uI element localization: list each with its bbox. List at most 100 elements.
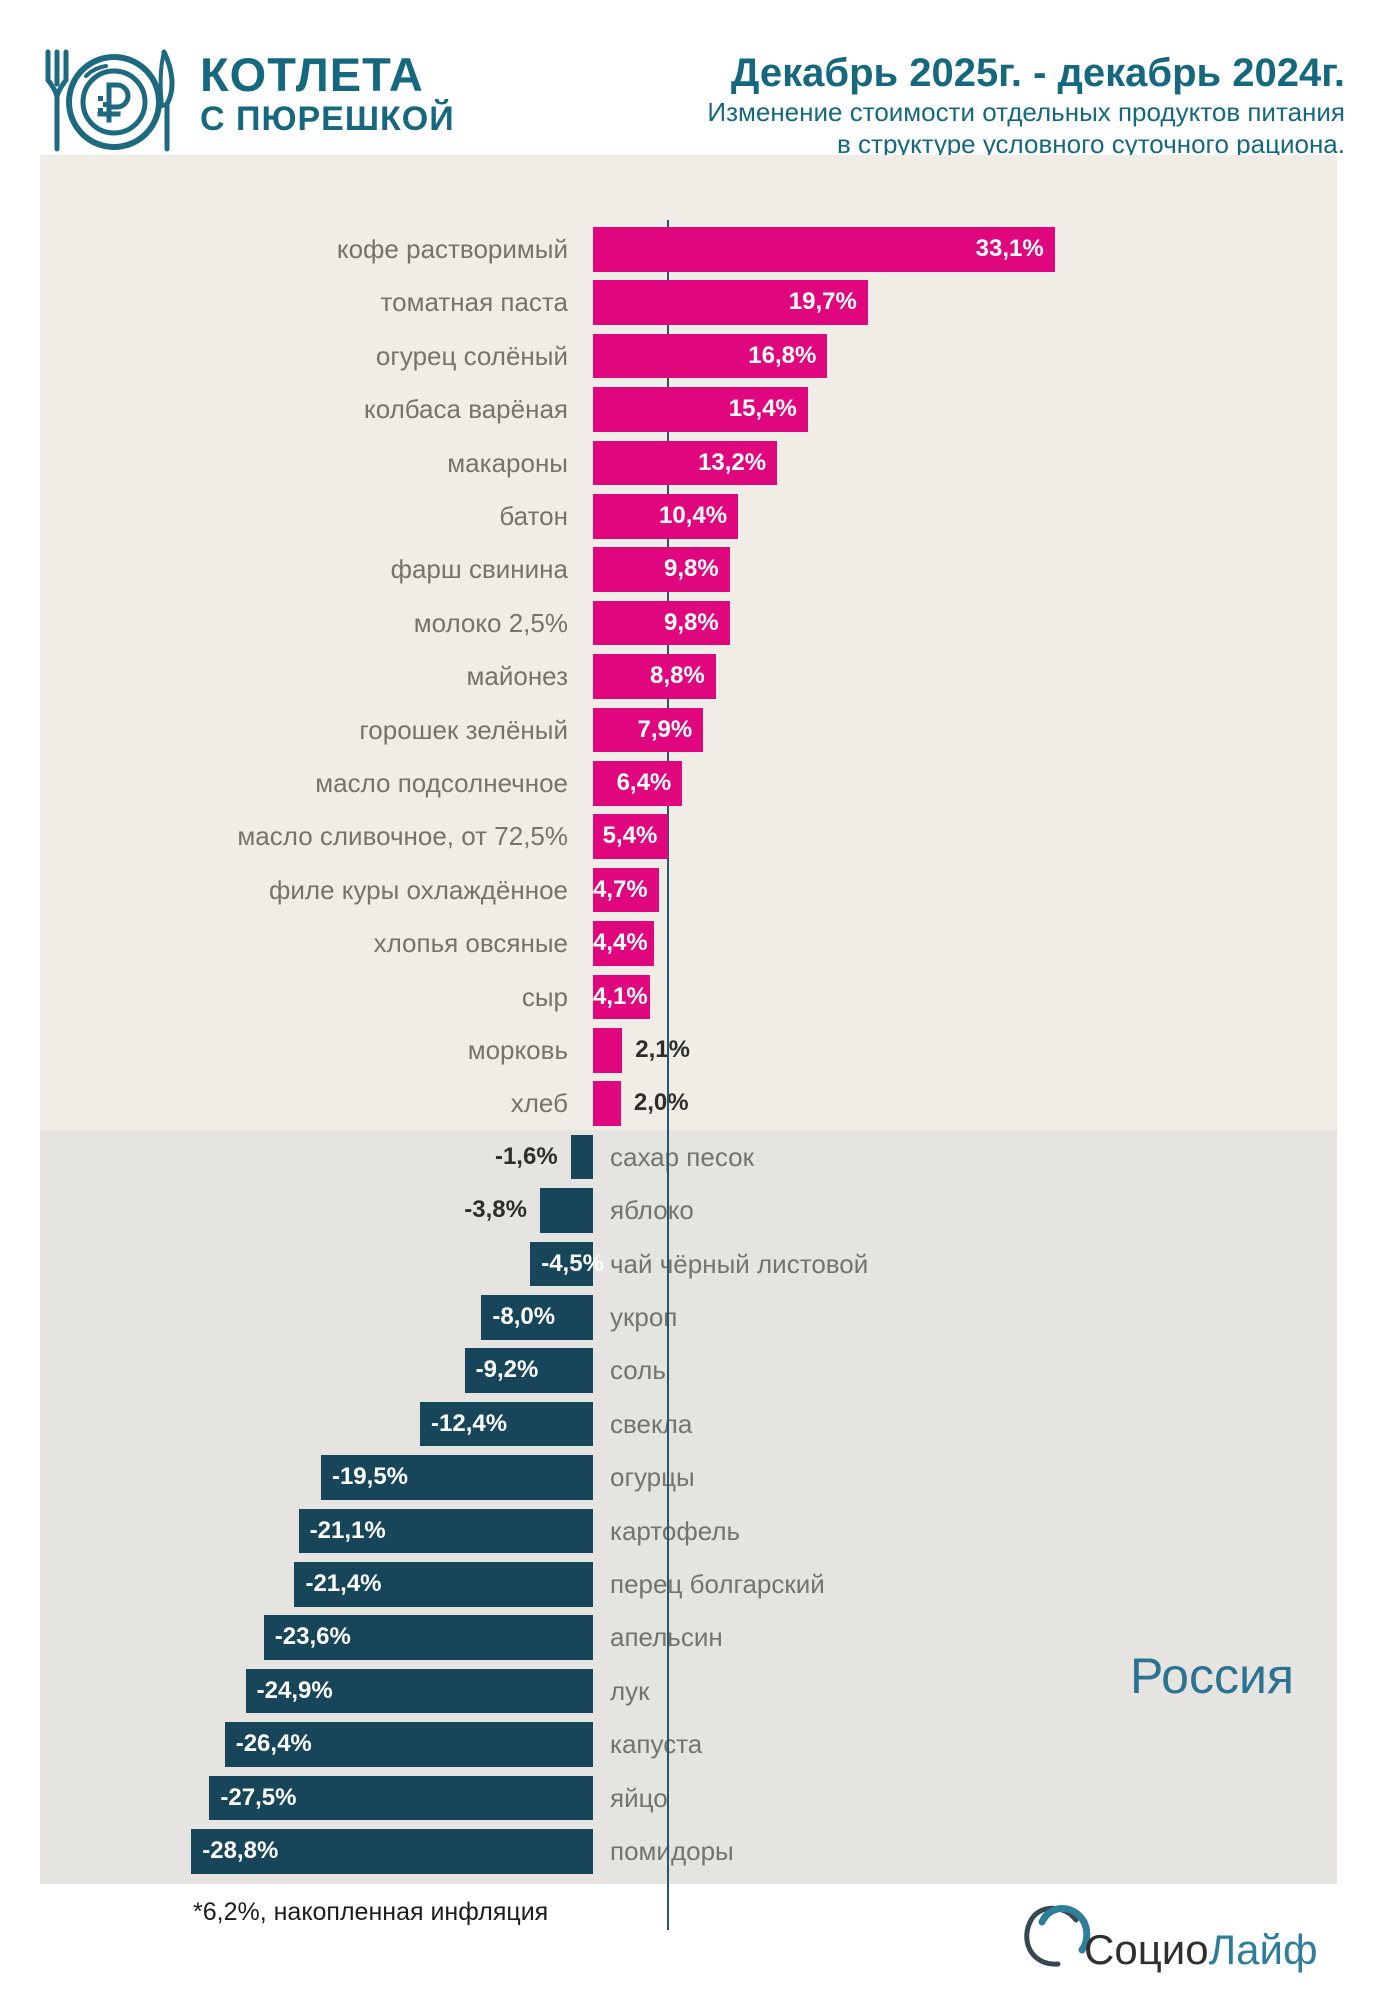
bar-value: 4,1% bbox=[593, 982, 648, 1010]
category-label: картофель bbox=[610, 1515, 741, 1546]
category-label: огурцы bbox=[610, 1462, 695, 1493]
category-label: томатная паста bbox=[380, 287, 568, 318]
bar: 15,4% bbox=[593, 387, 808, 432]
chart-panel: кофе растворимый 33,1% томатная паста 19,7%… bbox=[40, 155, 1337, 1884]
category-label: яйцо bbox=[610, 1782, 668, 1813]
bar-value: 2,1% bbox=[635, 1036, 690, 1063]
region-label: Россия bbox=[1130, 1648, 1294, 1704]
bar: 6,4% bbox=[593, 761, 683, 806]
bar: 4,1% bbox=[593, 974, 651, 1020]
inflation-reference-line bbox=[667, 220, 669, 1930]
bar-value: -3,8% bbox=[464, 1196, 527, 1224]
category-label: масло подсолнечное bbox=[315, 768, 568, 798]
brand-subtitle: С ПЮРЕШКОЙ bbox=[200, 100, 455, 138]
bar-value: -24,9% bbox=[256, 1676, 333, 1704]
bar-value: 4,7% bbox=[593, 875, 648, 903]
category-label: филе куры охлаждённое bbox=[269, 874, 568, 905]
category-label: сыр bbox=[521, 981, 568, 1012]
bar-value: 8,8% bbox=[650, 662, 705, 690]
category-label: помидоры bbox=[610, 1836, 734, 1866]
bar: 9,8% bbox=[593, 600, 730, 646]
category-label: яблоко bbox=[610, 1195, 694, 1226]
category-label: горошек зелёный bbox=[359, 714, 568, 745]
category-label: хлопья овсяные bbox=[373, 928, 568, 959]
bar-value: 15,4% bbox=[728, 395, 797, 423]
sociolife-logo: СоциоЛайф bbox=[1012, 1898, 1318, 1978]
bar bbox=[570, 1134, 593, 1180]
category-label: хлеб bbox=[510, 1088, 568, 1119]
bar-value: -4,5% bbox=[541, 1249, 604, 1277]
bar-value: -26,4% bbox=[235, 1730, 312, 1758]
bar-value: 5,4% bbox=[602, 822, 658, 850]
bar: 9,8% bbox=[593, 547, 730, 592]
bar: 7,9% bbox=[593, 707, 704, 753]
category-label: масло сливочное, от 72,5% bbox=[237, 821, 568, 852]
category-label: батон bbox=[499, 501, 568, 531]
bar-value: 10,4% bbox=[659, 502, 728, 529]
bar-value: -28,8% bbox=[202, 1837, 279, 1864]
bar-value: -21,4% bbox=[305, 1570, 382, 1597]
bar bbox=[593, 1028, 623, 1073]
bar-value: -9,2% bbox=[475, 1356, 539, 1384]
category-label: кофе растворимый bbox=[336, 234, 568, 264]
category-label: чай чёрный листовой bbox=[610, 1248, 869, 1279]
bar: -19,5% bbox=[320, 1455, 593, 1500]
plate-fork-knife-ruble-icon bbox=[45, 49, 175, 152]
bar bbox=[539, 1188, 593, 1233]
bar: 10,4% bbox=[593, 494, 739, 539]
bar-value: 13,2% bbox=[698, 448, 767, 476]
bar-value: 19,7% bbox=[788, 288, 857, 316]
bar: 16,8% bbox=[593, 333, 828, 379]
bar-value: 2,0% bbox=[633, 1089, 689, 1117]
bar: -27,5% bbox=[209, 1775, 593, 1821]
sociolife-text-accent: Лайф bbox=[1208, 1926, 1318, 1973]
category-label: молоко 2,5% bbox=[413, 607, 568, 638]
footnote: *6,2%, накопленная инфляция bbox=[193, 1898, 549, 1926]
category-label: макароны bbox=[447, 447, 568, 478]
brand-wordmark: КОТЛЕТА С ПЮРЕШКОЙ bbox=[200, 48, 455, 139]
category-label: майонез bbox=[466, 661, 569, 692]
bar: -28,8% bbox=[191, 1829, 593, 1874]
page-subtitle-line2: в структуре условного суточного рациона. bbox=[837, 129, 1345, 159]
category-label: апельсин bbox=[610, 1615, 1250, 1660]
brand-title: КОТЛЕТА bbox=[200, 48, 424, 101]
bar-value: -12,4% bbox=[431, 1409, 508, 1437]
category-label: морковь bbox=[467, 1035, 568, 1065]
bar: -24,9% bbox=[245, 1668, 593, 1714]
bar-value: 33,1% bbox=[975, 235, 1044, 262]
category-label: перец болгарский bbox=[610, 1569, 825, 1599]
bar: 8,8% bbox=[593, 654, 716, 699]
bar bbox=[593, 1081, 621, 1126]
bar: 19,7% bbox=[593, 280, 868, 325]
bar-value: -19,5% bbox=[331, 1463, 409, 1491]
bar: -4,5% bbox=[530, 1241, 604, 1287]
bar: -21,1% bbox=[298, 1508, 593, 1554]
bar: 5,4% bbox=[593, 814, 669, 859]
bar: -8,0% bbox=[481, 1295, 593, 1340]
bar: 33,1% bbox=[593, 227, 1055, 272]
category-label: соль bbox=[610, 1355, 666, 1386]
category-label: колбаса варёная bbox=[364, 394, 568, 425]
category-label: фарш свинина bbox=[390, 554, 568, 585]
bar-value: -23,6% bbox=[274, 1623, 351, 1651]
title-block: Декабрь 2025г. - декабрь 2024г. Изменени… bbox=[707, 50, 1345, 160]
bar: 13,2% bbox=[593, 440, 778, 486]
sociolife-swoosh-icon bbox=[1024, 1905, 1091, 1967]
bar-value: -1,6% bbox=[494, 1142, 558, 1170]
category-label: сахар песок bbox=[610, 1141, 754, 1172]
bar: 4,4% bbox=[593, 921, 655, 966]
category-label: лук bbox=[610, 1675, 650, 1706]
bar: -23,6% bbox=[263, 1615, 593, 1660]
bar: -12,4% bbox=[420, 1401, 593, 1447]
category-label: свекла bbox=[610, 1408, 693, 1439]
bar: -9,2% bbox=[464, 1348, 593, 1393]
page-title: Декабрь 2025г. - декабрь 2024г. bbox=[730, 51, 1345, 95]
page-subtitle-line1: Изменение стоимости отдельных продуктов … bbox=[707, 97, 1345, 127]
bar-value: 16,8% bbox=[748, 341, 817, 369]
bar-value: 7,9% bbox=[637, 715, 693, 743]
category-label: капуста bbox=[610, 1729, 703, 1760]
bar-value: -21,1% bbox=[309, 1516, 386, 1544]
category-label: огурец солёный bbox=[375, 340, 568, 371]
bar-value: -27,5% bbox=[220, 1783, 297, 1811]
bar: -21,4% bbox=[294, 1562, 593, 1607]
